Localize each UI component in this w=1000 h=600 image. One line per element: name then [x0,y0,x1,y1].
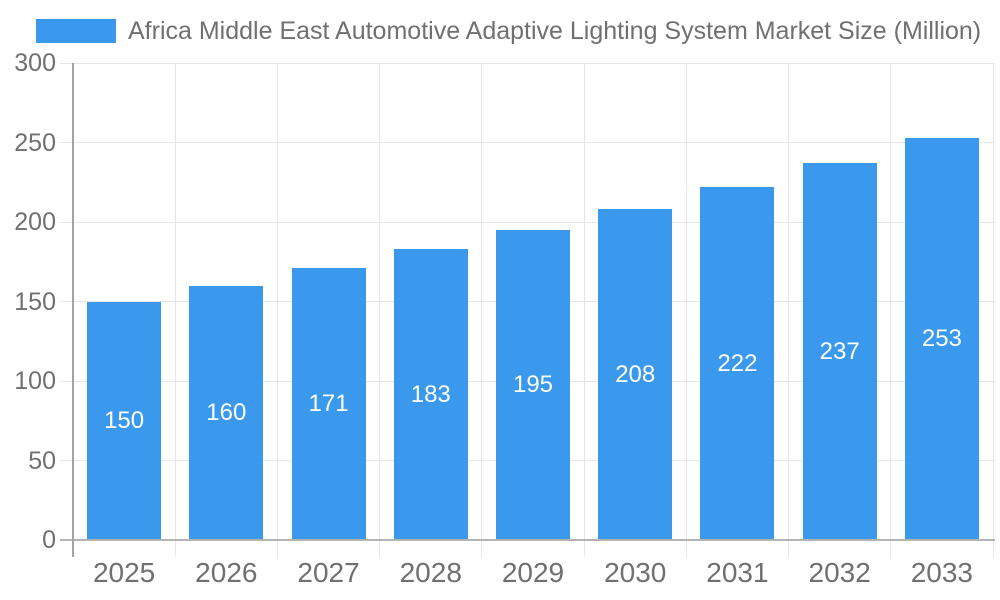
bar-value-label: 150 [104,406,145,434]
gridline-vertical [992,63,994,557]
gridline-horizontal [60,221,995,223]
x-tick-label-2032: 2032 [808,557,871,588]
y-tick-label: 250 [14,128,56,157]
x-tick-label-2031: 2031 [706,557,769,588]
bar-value-label: 208 [615,360,656,388]
y-tick-label: 200 [14,208,56,236]
y-axis-line [71,63,74,557]
gridline-vertical [788,63,790,557]
gridline-horizontal [60,62,995,64]
y-tick-label: 150 [14,287,56,316]
gridline-vertical [890,63,892,557]
gridline-vertical [481,63,483,557]
bar-2032[interactable]: 237 [802,163,877,540]
x-axis-line [60,539,995,541]
bar-value-label: 171 [308,390,349,418]
bar-2028[interactable]: 183 [393,249,468,540]
x-tick-label-2030: 2030 [604,557,667,588]
x-tick-label-2028: 2028 [399,557,462,588]
bar-2027[interactable]: 171 [291,268,366,540]
gridline-vertical [174,63,176,557]
bar-value-label: 160 [206,398,247,426]
gridline-vertical [583,63,585,557]
gridline-vertical [276,63,278,557]
x-tick-label-2026: 2026 [195,557,258,588]
y-tick-label: 300 [14,49,56,77]
x-tick-label-2029: 2029 [501,557,565,588]
legend-label[interactable]: Africa Middle East Automotive Adaptive L… [128,17,982,45]
legend-swatch-icon[interactable] [36,19,116,43]
bar-2026[interactable]: 160 [189,285,264,540]
bar-2033[interactable]: 253 [904,137,979,540]
bar-2030[interactable]: 208 [598,209,673,540]
bar-value-label: 183 [410,380,451,408]
y-tick-label: 0 [42,526,56,554]
bar-value-label: 237 [819,337,860,365]
y-tick-label: 100 [14,367,56,395]
bar-2031[interactable]: 222 [700,187,775,540]
y-tick-label: 50 [28,446,56,475]
gridline-horizontal [60,142,995,143]
bar-2029[interactable]: 195 [496,229,570,540]
bar-value-label: 195 [512,370,554,398]
x-tick-label-2025: 2025 [92,557,156,588]
x-tick-label-2027: 2027 [297,557,360,588]
x-tick-label-2033: 2033 [910,557,974,588]
bar-2025[interactable]: 150 [87,301,162,540]
bar-value-label: 222 [717,349,758,377]
gridline-vertical [379,63,381,557]
gridline-vertical [685,63,687,557]
legend-item[interactable]: Africa Middle East Automotive Adaptive L… [36,17,982,45]
bar-value-label: 253 [921,324,962,352]
